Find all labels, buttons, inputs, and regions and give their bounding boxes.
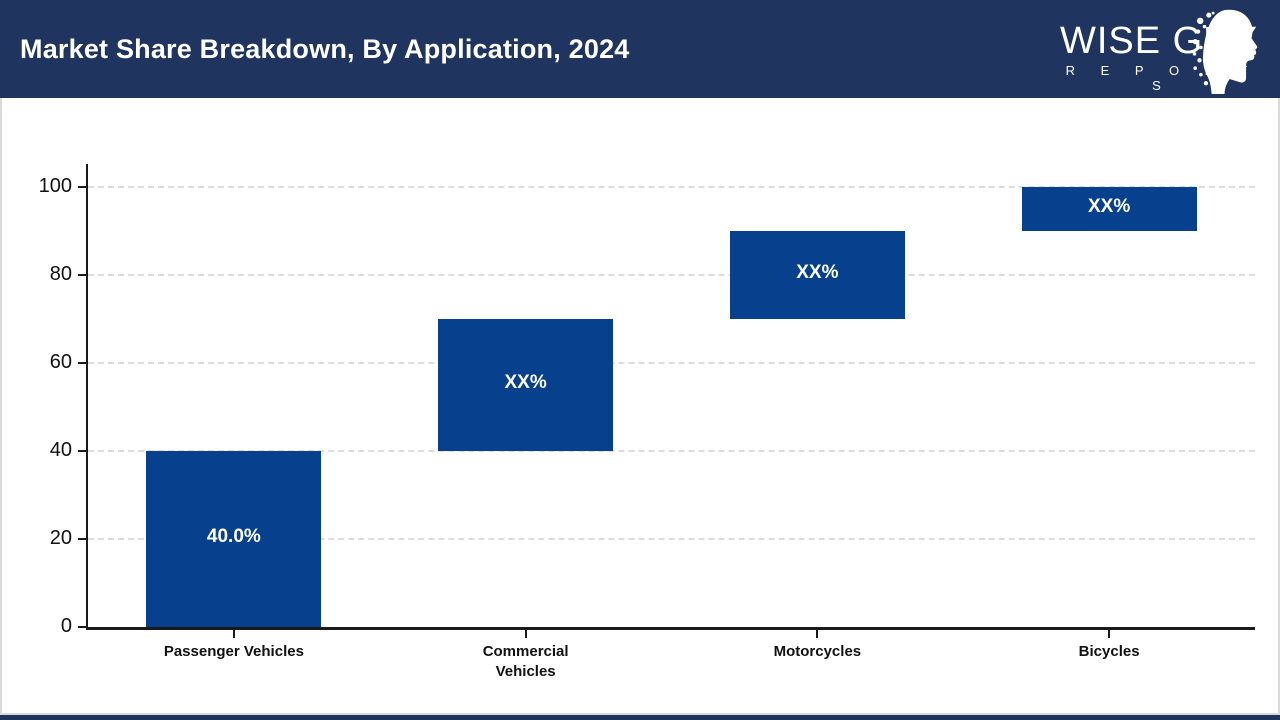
x-axis-line [86,627,1255,630]
x-tick-label-bicycles: Bicycles [1078,643,1140,660]
bar-value-label: XX% [504,371,547,393]
x-tick-label-passenger-vehicles: Passenger Vehicles [163,643,304,660]
gridline-40 [88,449,1255,452]
bar-bicycles: XX% [1021,186,1197,231]
head-profile-icon [1192,9,1258,94]
x-tick [816,630,819,638]
footer-bar [0,715,1280,720]
gridline-80 [88,273,1255,276]
y-tick-label-40: 40 [49,438,72,461]
y-tick-label-100: 100 [38,174,72,197]
y-tick-label-60: 60 [49,350,72,373]
y-tick-80 [78,273,86,276]
wise-guy-reports-logo: WISE GUY R E P O R T S [1020,4,1270,96]
chart-title: Market Share Breakdown, By Application, … [20,34,630,64]
bar-value-label: XX% [1087,195,1131,217]
x-tick-label-motorcycles: Motorcycles [773,643,862,660]
y-tick-label-0: 0 [60,615,72,637]
y-tick-100 [78,185,86,188]
x-tick [1108,630,1111,638]
x-tick-label-commercial-vehicles: Commercial Vehicles [482,643,569,681]
gridline-20 [88,537,1255,540]
bar-commercial-vehicles: XX% [438,318,614,451]
bar-value-label: 40.0% [206,525,261,547]
y-axis-line [86,164,88,629]
x-tick [232,630,235,638]
y-tick-0 [78,626,86,628]
y-tick-20 [78,537,86,540]
gridline-100 [88,185,1255,188]
y-tick-label-80: 80 [49,262,72,285]
header-banner: Market Share Breakdown, By Application, … [0,0,1280,98]
y-tick-60 [78,361,86,364]
x-tick [524,630,527,638]
bar-value-label: XX% [796,261,839,283]
y-tick-40 [78,449,86,452]
plot-area: 0 20 40 60 80 100 40.0% Passenger Vehicles XX% Co… [39,164,1255,680]
gridline-60 [88,361,1255,364]
bar-passenger-vehicles: 40.0% [146,450,322,627]
y-tick-label-20: 20 [49,526,72,549]
bar-motorcycles: XX% [729,230,905,319]
